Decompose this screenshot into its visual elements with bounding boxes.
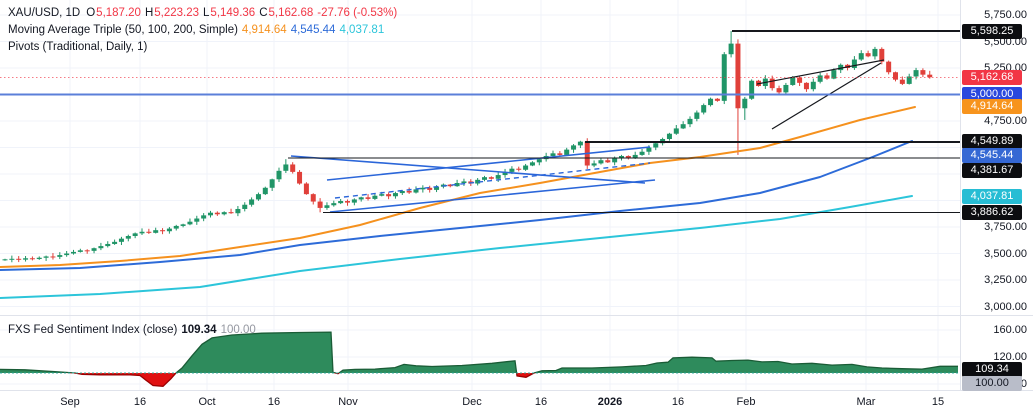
pivots-row[interactable]: Pivots (Traditional, Daily, 1) — [8, 39, 401, 56]
symbol-row[interactable]: XAU/USD, 1D O5,187.20 H5,223.23 L5,149.36 C5… — [8, 5, 401, 22]
price-badge: 4,545.44 — [962, 148, 1022, 163]
price-axis-label: 120.00 — [993, 351, 1027, 363]
moving-average-row[interactable]: Moving Average Triple (50, 100, 200, Sim… — [8, 22, 401, 39]
close-value: 5,162.68 — [268, 7, 314, 19]
price-badge: 4,037.81 — [962, 189, 1022, 204]
change-value: -27.76 (-0.53%) — [317, 7, 398, 19]
time-axis-label: 16 — [267, 396, 281, 408]
price-axis-label: 3,000.00 — [984, 300, 1027, 313]
time-axis-label: Sep — [60, 396, 80, 408]
low-label: L — [203, 7, 210, 19]
time-axis-label: 15 — [931, 396, 945, 408]
low-value: 5,149.36 — [210, 7, 256, 19]
price-axis-label: 3,750.00 — [984, 221, 1027, 233]
price-badge: 5,000.00 — [962, 87, 1022, 102]
time-axis-label: Oct — [198, 396, 216, 408]
time-axis-label: 16 — [534, 396, 548, 408]
time-axis-label: 16 — [133, 396, 147, 408]
price-axis-label: 3,250.00 — [984, 274, 1027, 286]
price-axis[interactable]: 5,750.00 5,500.00 5,250.00 4,750.00 3,750.00… — [961, 0, 1033, 391]
price-axis-label: 5,750.00 — [984, 9, 1027, 21]
price-badge: 4,914.64 — [962, 99, 1022, 114]
time-axis-label: Dec — [462, 396, 482, 408]
price-badge: 109.34 — [962, 361, 1022, 377]
pivots-title: Pivots (Traditional, Daily, 1) — [8, 41, 148, 53]
sentiment-title: FXS Fed Sentiment Index (close) — [8, 324, 178, 336]
price-badge: 5,162.68 — [962, 70, 1022, 85]
ma-title: Moving Average Triple (50, 100, 200, Sim… — [8, 24, 238, 36]
time-axis-label: 2026 — [597, 396, 623, 408]
time-axis[interactable]: Sep 16 Oct 16 Nov Dec 16 2026 16 Feb Mar 15 — [0, 391, 960, 417]
price-badge: 3,886.62 — [962, 205, 1022, 220]
high-label: H — [144, 7, 154, 19]
ma50-value: 4,914.64 — [241, 24, 287, 36]
time-axis-label: Feb — [736, 396, 756, 408]
sentiment-value: 109.34 — [181, 324, 217, 336]
symbol-title: XAU/USD, 1D — [8, 7, 81, 19]
price-axis-label: 5,500.00 — [984, 35, 1027, 48]
time-axis-label: Nov — [338, 396, 358, 408]
symbol-legend: XAU/USD, 1D O5,187.20 H5,223.23 L5,149.36 C5… — [8, 5, 401, 56]
time-axis-label: 16 — [671, 396, 685, 408]
open-value: 5,187.20 — [96, 7, 141, 19]
close-label: C — [259, 7, 268, 19]
price-badge: 100.00 — [962, 375, 1022, 391]
price-badge: 4,549.89 — [962, 133, 1022, 149]
ma100-value: 4,545.44 — [290, 24, 336, 36]
price-axis-label: 4,750.00 — [984, 115, 1027, 127]
sentiment-baseline-value: 100.00 — [220, 324, 256, 336]
price-badge: 4,381.67 — [962, 162, 1022, 178]
time-axis-label: Mar — [856, 396, 876, 408]
high-value: 5,223.23 — [154, 7, 200, 19]
price-axis-label: 160.00 — [993, 324, 1027, 336]
open-label: O — [86, 7, 96, 19]
price-axis-label: 3,500.00 — [984, 247, 1027, 260]
sentiment-legend[interactable]: FXS Fed Sentiment Index (close) 109.34 100… — [8, 322, 260, 339]
price-badge: 5,598.25 — [962, 23, 1022, 39]
ma200-value: 4,037.81 — [339, 24, 385, 36]
